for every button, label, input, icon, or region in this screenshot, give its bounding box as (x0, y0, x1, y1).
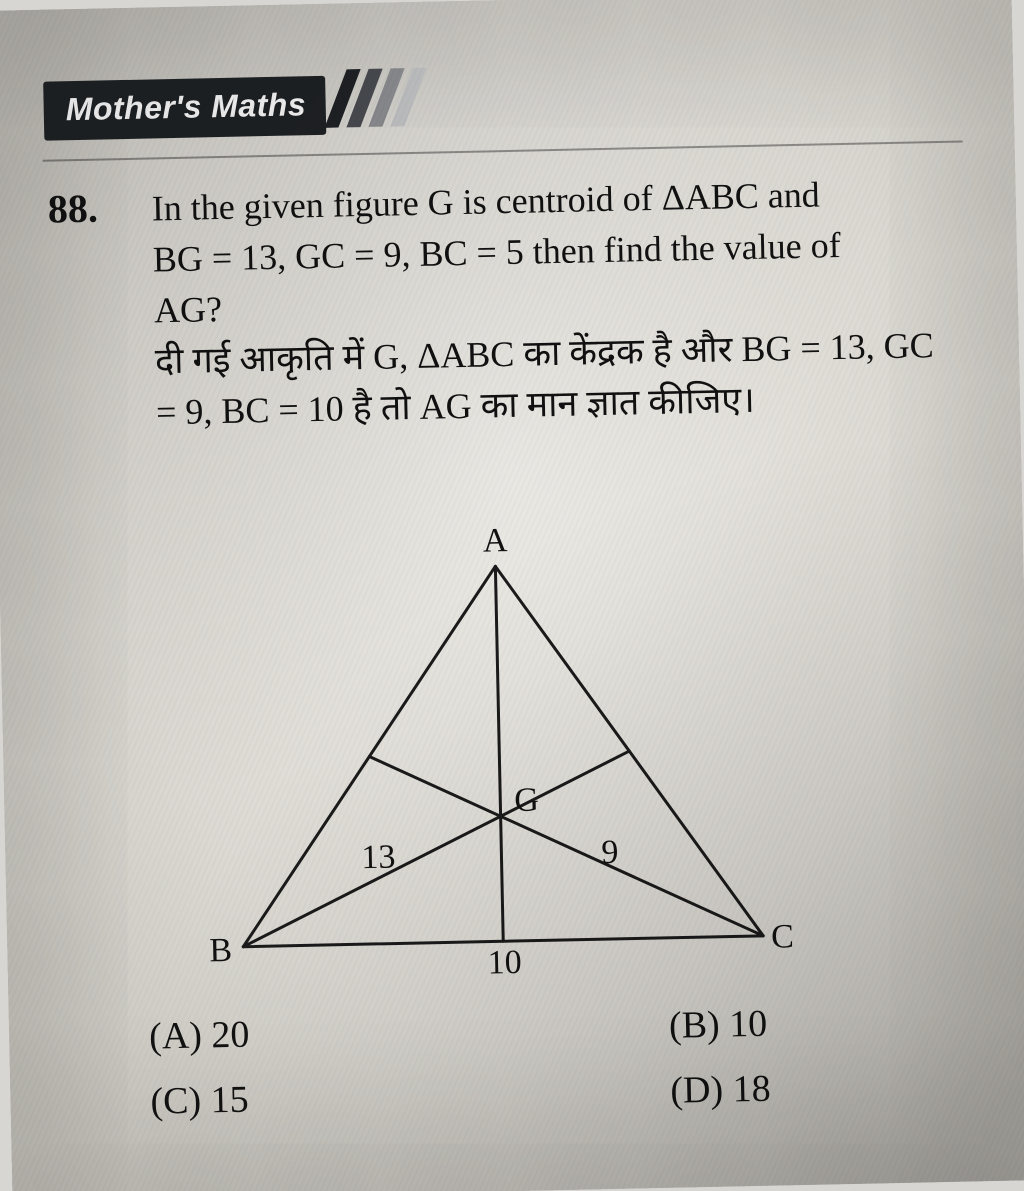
median-C (369, 748, 763, 944)
triangle-lines (235, 561, 763, 947)
option-C: (C) 15 (150, 1070, 251, 1131)
q-hi-1-mid: ΔABC (417, 334, 515, 376)
option-D: (D) 18 (670, 1060, 771, 1121)
answer-options: (A) 20 (C) 15 (B) 10 (D) 18 (149, 1006, 252, 1138)
option-B: (B) 10 (668, 995, 769, 1056)
triangle-diagram: A B C G 13 9 10 (215, 540, 784, 982)
segment-label-GC: 9 (601, 834, 619, 872)
header-rule (43, 140, 963, 161)
q-line1-pre: In the given figure G is centroid of (151, 178, 662, 229)
header-stripes (335, 67, 436, 127)
vertex-label-A: A (482, 522, 507, 561)
median-A (495, 566, 503, 941)
option-A: (A) 20 (149, 1006, 250, 1067)
q-hi-1-pre: दी गई आकृति में G, (155, 336, 418, 381)
question-number: 88. (47, 185, 98, 233)
segment-label-BC: 10 (487, 944, 522, 983)
book-title-badge: Mother's Maths (43, 76, 327, 141)
centroid-label-G: G (514, 781, 539, 820)
q-triangle-symbol: ΔABC (661, 176, 759, 218)
q-hi-1-post: का केंद्रक है और BG = 13, GC (514, 325, 934, 374)
question-text: In the given figure G is centroid of ΔAB… (151, 167, 964, 439)
triangle-svg (215, 540, 784, 982)
segment-label-BG: 13 (361, 839, 396, 878)
page: Mother's Maths 88. In the given figure G… (0, 0, 1024, 1191)
vertex-label-B: B (209, 932, 232, 970)
vertex-label-C: C (771, 918, 794, 956)
q-line1-post: and (758, 174, 820, 215)
